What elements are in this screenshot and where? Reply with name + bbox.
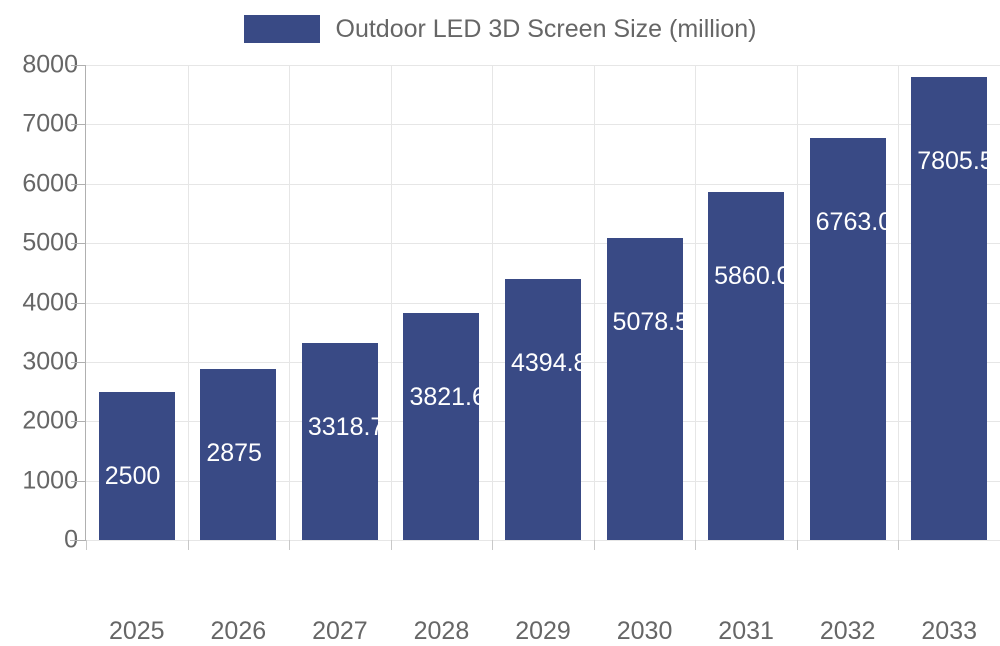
y-axis-tick-mark <box>71 302 86 304</box>
y-axis-tick-mark <box>71 480 86 482</box>
x-axis-tick-mark <box>695 540 696 550</box>
y-axis-tick-mark <box>71 421 86 423</box>
x-axis-tick-mark <box>86 540 87 550</box>
gridline-horizontal <box>86 540 1000 541</box>
gridline-vertical <box>391 65 392 540</box>
x-axis-tick-mark <box>391 540 392 550</box>
bar-fill <box>301 342 378 540</box>
x-axis-tick-mark <box>289 540 290 550</box>
bar-fill <box>708 192 785 540</box>
bar-fill <box>911 76 988 540</box>
bar-value-label: 7805.53 <box>917 146 988 175</box>
gridline-horizontal <box>86 124 1000 126</box>
gridline-vertical <box>898 65 899 540</box>
gridline-vertical <box>289 65 290 540</box>
bar-chart: Outdoor LED 3D Screen Size (million) 0 10… <box>0 14 1000 645</box>
bar-fill <box>606 238 683 540</box>
y-axis-tick-mark <box>71 361 86 363</box>
x-axis-tick-mark <box>797 540 798 550</box>
legend-swatch-outdoor-led-3d-screen-size <box>243 15 320 43</box>
x-axis-tick-mark <box>594 540 595 550</box>
gridline-vertical <box>695 65 696 540</box>
bar[interactable]: 3821.6 <box>403 313 480 540</box>
y-axis-tick-label: 3000 <box>22 347 78 376</box>
y-axis-tick-label: 7000 <box>22 109 78 138</box>
bar-value-label: 4394.84 <box>511 349 581 378</box>
y-axis-tick-label: 1000 <box>22 466 78 495</box>
gridline-horizontal <box>86 65 1000 66</box>
bar-value-label: 5078.58 <box>612 308 683 337</box>
y-axis-tick-mark <box>71 183 86 185</box>
bar[interactable]: 6763.07 <box>809 138 886 540</box>
gridline-horizontal <box>86 183 1000 185</box>
bar-fill <box>809 138 886 540</box>
x-axis-tick-mark <box>188 540 189 550</box>
bar-value-label: 6763.07 <box>815 208 886 237</box>
bar[interactable]: 5078.58 <box>606 238 683 540</box>
x-axis-tick-mark <box>492 540 493 550</box>
gridline-vertical <box>797 65 798 540</box>
legend-label: Outdoor LED 3D Screen Size (million) <box>335 15 757 43</box>
plot-area: 0 1000 2000 3000 4000 5000 6000 7000 8000 2025 20… <box>22 51 1000 645</box>
x-axis-tick-label: 2033 <box>921 617 978 645</box>
bar[interactable]: 7805.53 <box>911 76 988 540</box>
bar-value-label: 2500 <box>104 461 161 490</box>
chart-legend: Outdoor LED 3D Screen Size (million) <box>0 14 1000 44</box>
y-axis-tick-mark <box>71 65 86 66</box>
y-axis-tick-label: 5000 <box>22 228 78 257</box>
y-axis-tick-label: 2000 <box>22 406 78 435</box>
bar[interactable]: 5860.06 <box>708 192 785 540</box>
bar[interactable]: 3318.75 <box>301 342 378 540</box>
bar-fill <box>200 369 277 540</box>
y-axis-tick-mark <box>71 540 86 541</box>
bar-fill <box>403 313 480 540</box>
bar-value-label: 2875 <box>206 439 262 468</box>
x-axis-tick-mark <box>898 540 899 550</box>
bar[interactable]: 2500 <box>98 391 175 540</box>
gridline-vertical <box>492 65 493 540</box>
bar-value-label: 3821.6 <box>409 383 480 412</box>
y-axis-tick-label: 6000 <box>22 169 78 198</box>
bar-value-label: 5860.06 <box>714 262 785 291</box>
bar[interactable]: 2875 <box>200 369 277 540</box>
gridline-vertical <box>594 65 595 540</box>
y-axis-tick-mark <box>71 124 86 126</box>
gridline-vertical <box>188 65 189 540</box>
bar-fill <box>98 391 175 540</box>
bar[interactable]: 4394.84 <box>505 279 581 540</box>
y-axis-tick-mark <box>71 243 86 245</box>
y-axis-tick-label: 4000 <box>22 288 78 316</box>
bar-value-label: 3318.75 <box>307 412 378 441</box>
y-axis-tick-label: 0 <box>64 525 78 554</box>
y-axis-tick-label: 8000 <box>22 50 78 79</box>
gridline-horizontal <box>86 243 1000 245</box>
bar-fill <box>505 279 581 540</box>
